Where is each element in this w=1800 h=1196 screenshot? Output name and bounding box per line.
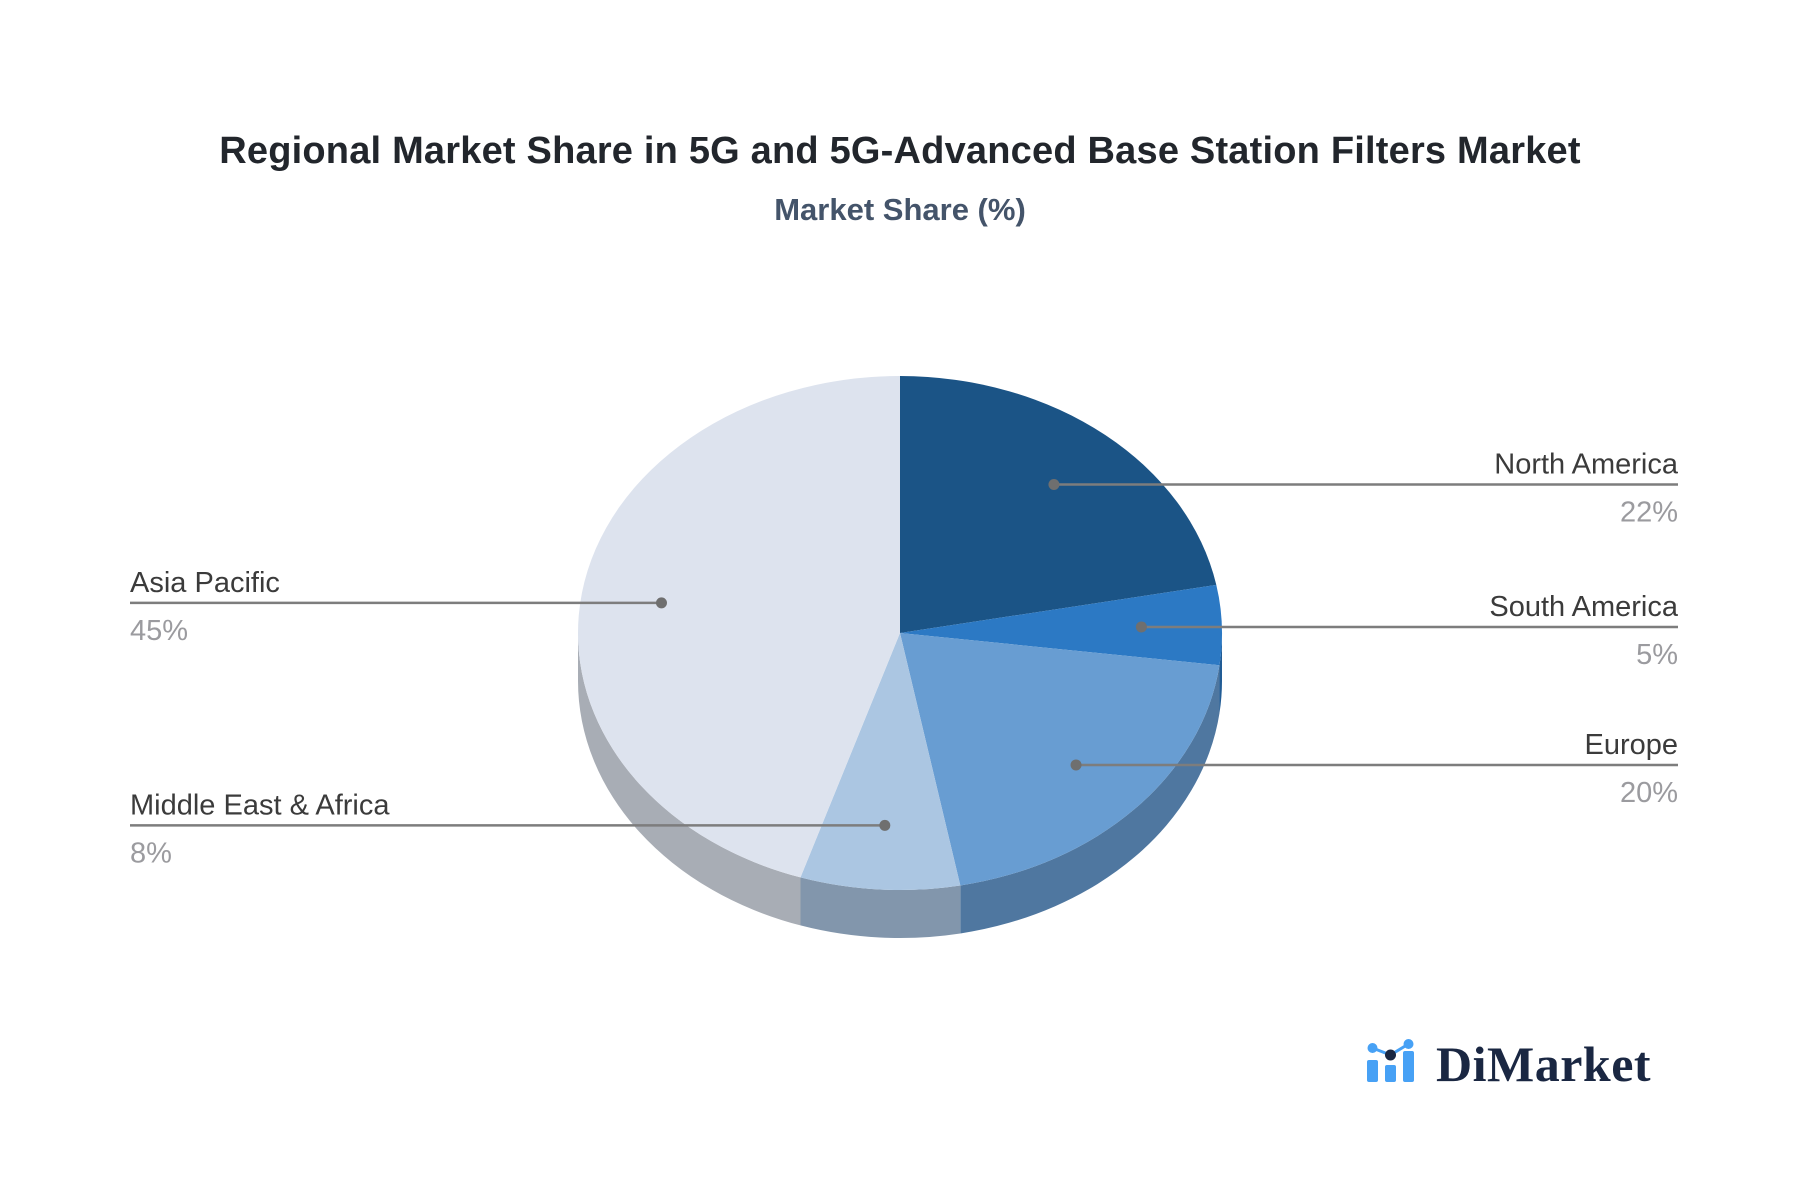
bar-chart-icon [1367,1039,1414,1082]
leader-dot-north-america [1048,478,1060,490]
slice-callout-europe: Europe 20% [1070,729,1678,809]
slice-value-asia-pacific: 45% [130,615,188,647]
pie-rim-europe [960,665,1220,934]
logo-bar-3 [1403,1051,1414,1082]
slice-callout-asia-pacific: Asia Pacific 45% [130,567,667,647]
brand-logo: DiMarket [1366,1038,1651,1090]
pie-slice-north-america [900,376,1217,633]
pie-slice-asia-pacific [578,376,900,878]
pie-slice-europe [900,633,1220,886]
slice-callout-south-america: South America 5% [1135,591,1679,671]
brand-logo-text: DiMarket [1436,1036,1652,1092]
logo-bar-1 [1367,1060,1378,1082]
pie-rim-south-america [1219,633,1222,714]
slice-value-north-america: 22% [1620,496,1678,528]
slice-value-europe: 20% [1620,777,1678,809]
slice-value-south-america: 5% [1636,639,1678,671]
chart-title: Regional Market Share in 5G and 5G-Advan… [219,130,1581,172]
chart-subtitle: Market Share (%) [774,192,1026,227]
leader-dot-europe [1070,759,1082,771]
slice-label-europe: Europe [1584,729,1678,761]
slice-callout-middle-east-africa: Middle East & Africa 8% [130,789,891,869]
pie-slice-south-america [900,584,1223,666]
leader-dot-asia-pacific [655,597,667,609]
pie-rim-middle-east-africa [800,877,961,938]
logo-bar-2 [1385,1065,1396,1082]
slice-label-asia-pacific: Asia Pacific [130,567,280,599]
slice-value-middle-east-africa: 8% [130,837,172,869]
slice-label-north-america: North America [1494,448,1679,480]
logo-dot-left [1367,1043,1378,1053]
leader-dot-south-america [1135,621,1147,633]
leader-dot-middle-east-africa [879,819,891,831]
slice-label-middle-east-africa: Middle East & Africa [130,789,390,821]
pie-rim-asia-pacific [578,633,801,926]
logo-dot-middle [1385,1049,1396,1061]
slice-callout-north-america: North America 22% [1048,448,1679,528]
logo-dot-right [1403,1039,1414,1049]
slice-label-south-america: South America [1489,591,1678,623]
